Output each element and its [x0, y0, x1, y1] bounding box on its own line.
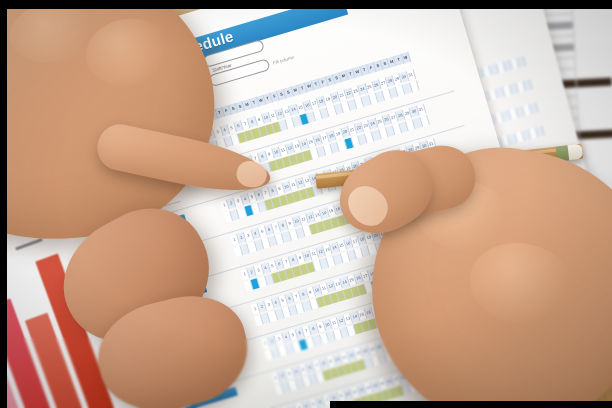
- shift-cell[interactable]: [419, 115, 430, 127]
- date-cell: 31: [406, 69, 417, 81]
- frame-bar-bottom: [330, 401, 612, 408]
- date-cell: 31: [416, 103, 427, 116]
- frame-bar-left: [0, 0, 7, 408]
- mid-shift-cell: [529, 102, 539, 115]
- mid-shift-cell: [535, 125, 546, 138]
- chart-label-actual: [15, 238, 43, 251]
- day-header-cell: W: [401, 51, 411, 64]
- pencil-eraser: [567, 143, 584, 161]
- mid-shift-cell: [523, 79, 533, 91]
- field-hint: Fill column: [272, 54, 295, 66]
- shift-cell[interactable]: [409, 80, 420, 93]
- frame-bar-top: [0, 0, 612, 9]
- mid-shift-cell: [517, 56, 527, 68]
